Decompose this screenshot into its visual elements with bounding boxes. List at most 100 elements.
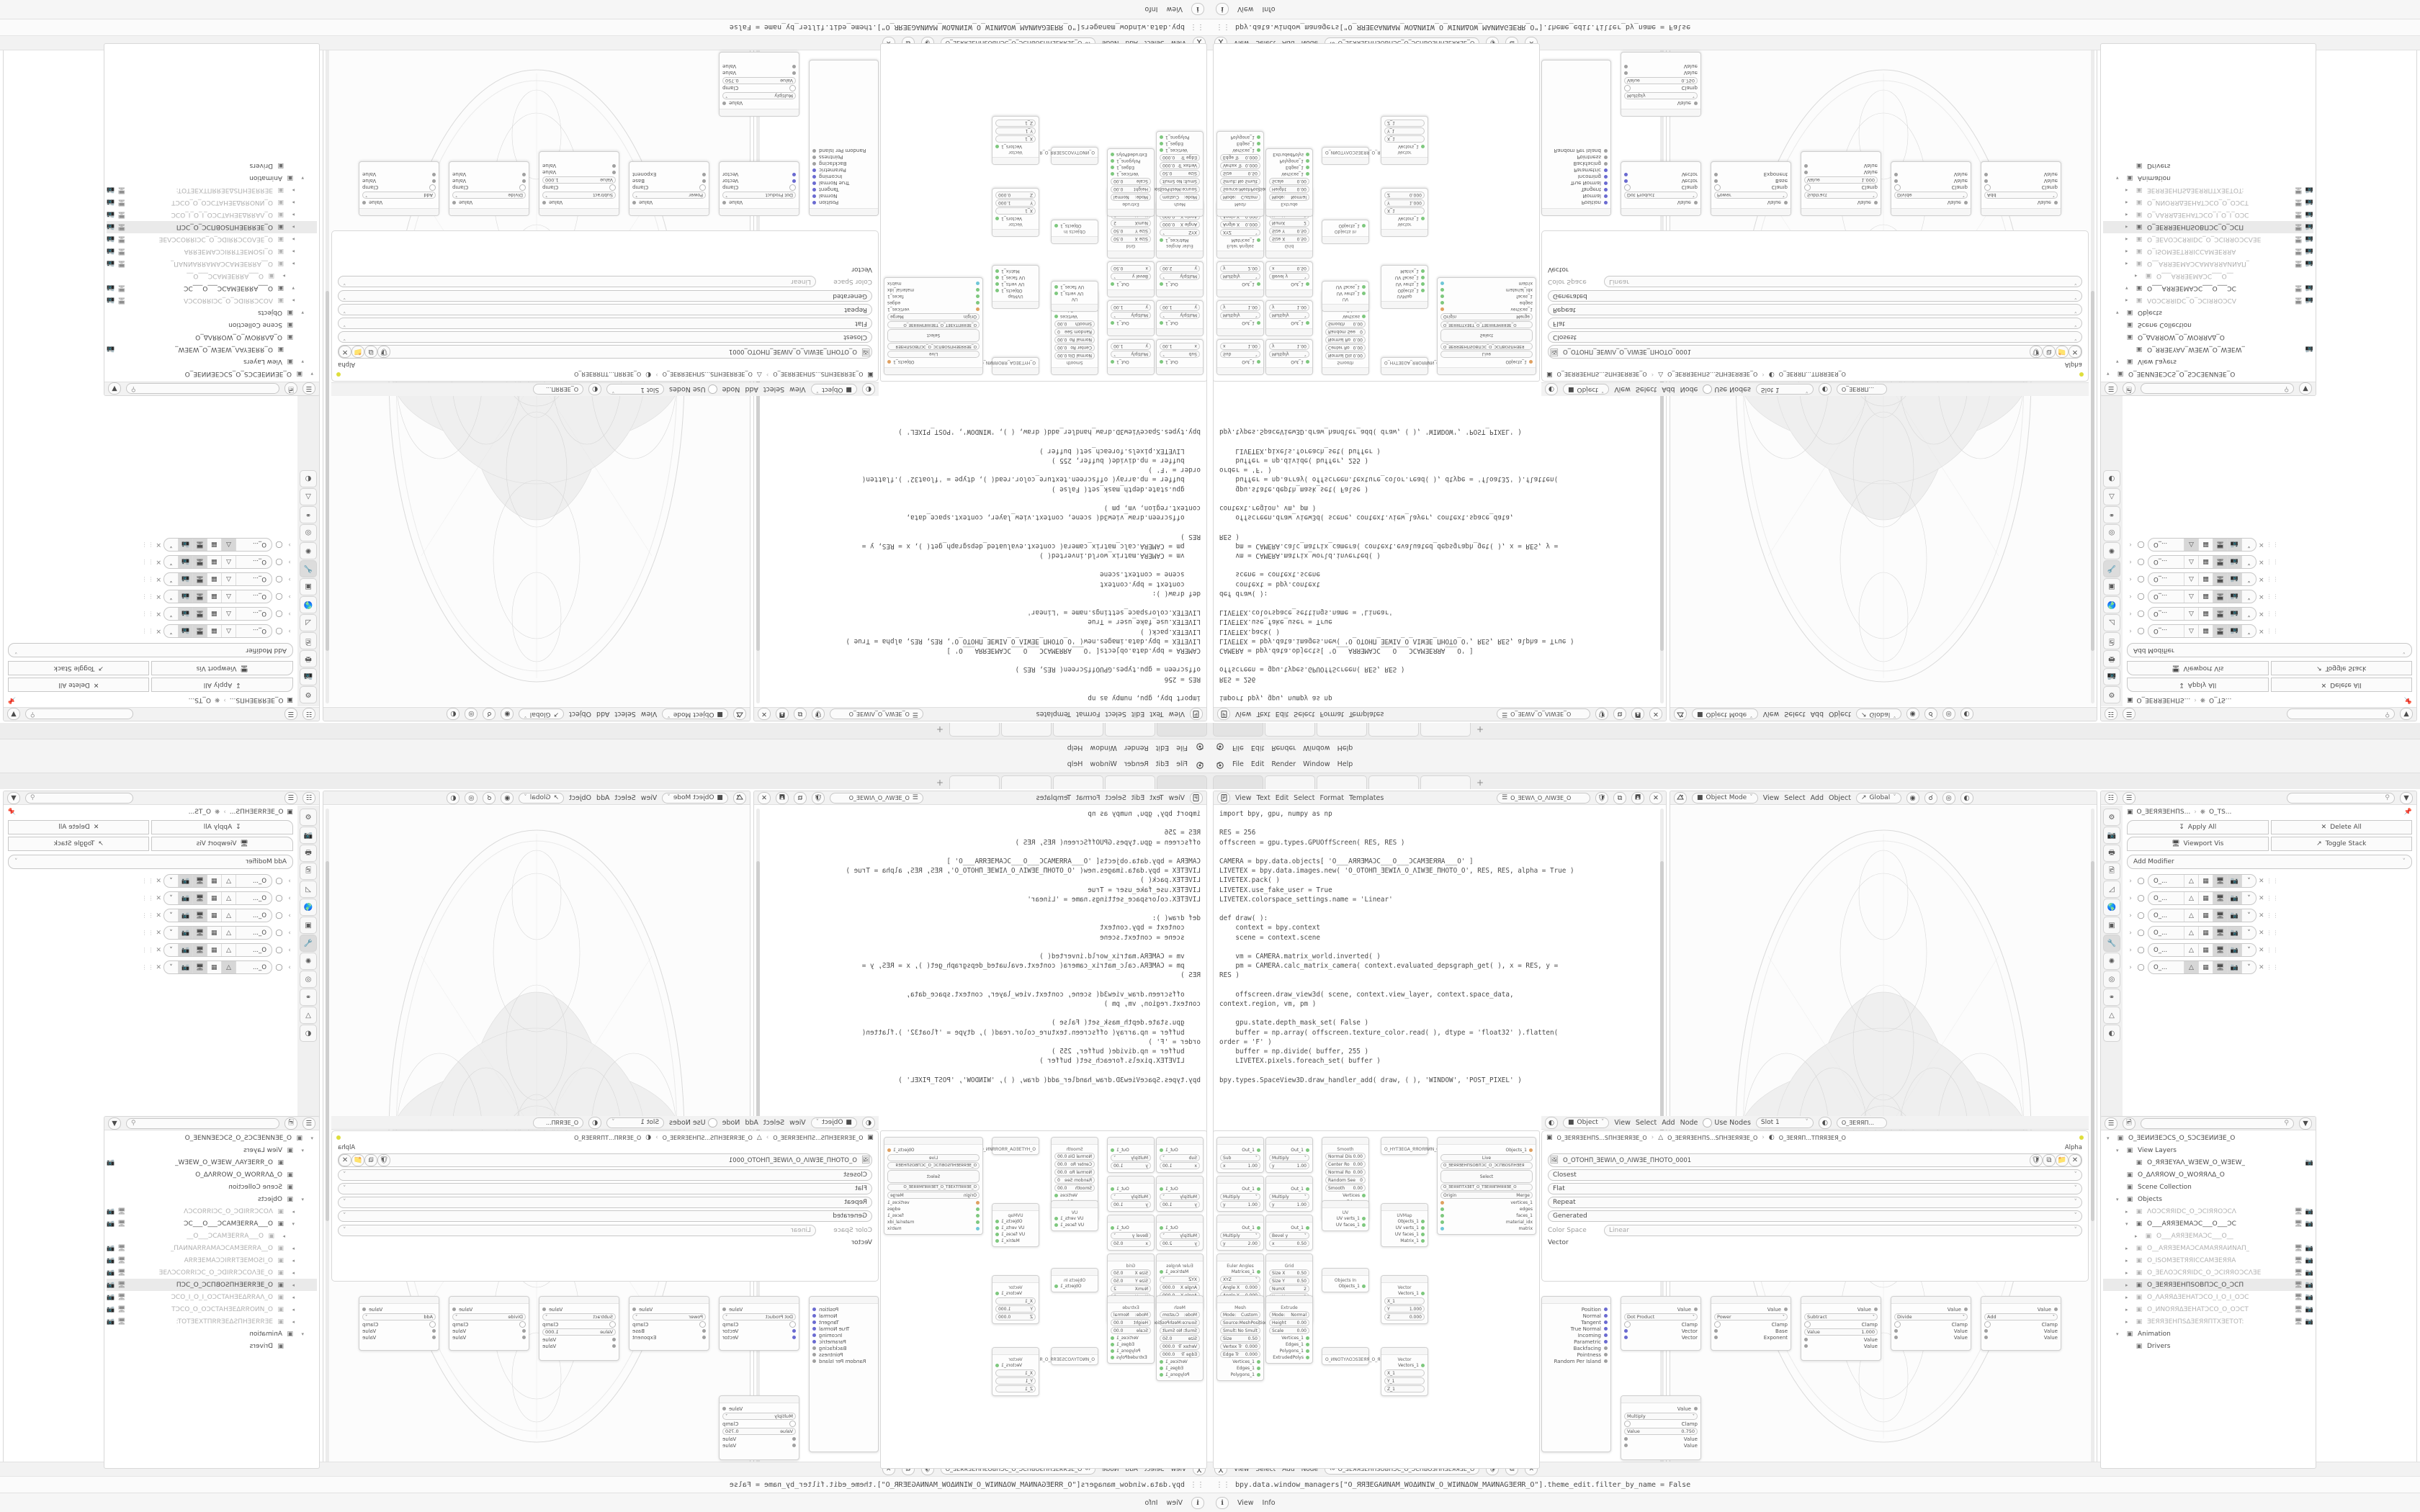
node-row[interactable]: Center Ro 0.00 — [1054, 344, 1095, 351]
geometry-node[interactable]: Objects In Objects_1 — [1322, 1268, 1369, 1292]
clamp-checkbox[interactable]: Clamp — [452, 184, 526, 191]
node-value-field[interactable]: y 1.00 — [1220, 1201, 1260, 1208]
node-row[interactable]: Smult: No Smult — [1220, 178, 1260, 185]
monitor-icon[interactable]: 🖥 — [2294, 1269, 2303, 1277]
shader-menu-select[interactable]: Select — [1635, 385, 1657, 394]
node-row[interactable]: Source: MeshPosition — [1220, 186, 1268, 193]
objects-in-node[interactable]: Objects_1 Live O_ƎEЯЯƎEHПSOBПƆC_O_ƆCПBOSПH… — [1437, 1137, 1536, 1235]
outliner-row[interactable]: ▣ O_ΔΛЯЯOW_O_WOЯЯΛΔ_O — [2103, 1169, 2313, 1181]
material-slot-selector[interactable]: Slot 1 ˅ — [606, 384, 665, 395]
image-name[interactable]: O_OTOHП_ƎEWIΛ_O_ΛIWƎE_ПHOTO_0001 — [1563, 348, 1692, 356]
node-output-row[interactable]: Value — [632, 199, 706, 206]
modifier-capsule[interactable]: O_... △ ▦ 🖥 📷 ˅ — [2148, 538, 2257, 552]
breadcrumb-mesh[interactable]: O_ƎEЯЯƎEHПS...SПHƎEЯЯƎE_O — [1667, 1134, 1758, 1141]
outliner-row-label[interactable]: O_ISOMƎETЯЯICCAMƎEЯЯA — [2147, 1256, 2236, 1264]
node-operation[interactable]: Bevel y ˅ — [1269, 1232, 1309, 1239]
breadcrumb-object[interactable]: O_ƎEЯЯƎEHПS... — [229, 696, 284, 703]
node-output-row[interactable]: Out_1 — [1269, 320, 1309, 326]
geometry-node-graph[interactable]: Out_1 Sub ˅ x 1.00 Out_1 Multiply ˅ y 1.00 Out_1 Mu… — [1213, 1130, 1540, 1469]
node-output-row[interactable]: Out_1 — [1160, 281, 1200, 287]
monitor-icon[interactable]: 🖥 — [2294, 1256, 2303, 1264]
node-row[interactable]: Center Ro 0.00 — [1325, 1161, 1366, 1168]
chevron-right-icon[interactable]: › — [288, 593, 291, 600]
properties-tab-constraints[interactable]: ⚭ — [300, 989, 317, 1006]
outliner-row[interactable]: ▸ ▣ O_ISOMƎETЯЯICCAMƎEЯЯA 🖥 📷 — [107, 246, 317, 258]
outliner-tree[interactable]: ▾ ▣ O_ƎEИИƎEƆCS_O_SƆCƎEИИƎE_O ▾ ▣ View Layers… — [2101, 158, 2316, 382]
toggle-cage[interactable]: ▦ — [2198, 573, 2213, 585]
toggle-realtime[interactable]: 🖥 — [2213, 875, 2227, 887]
properties-tab-constraints[interactable]: ⚭ — [2103, 989, 2120, 1006]
menu-render[interactable]: Render — [1271, 760, 1296, 768]
node-input-row[interactable]: Vector — [722, 171, 796, 178]
node-input-row[interactable]: Value — [1804, 1343, 1878, 1349]
camera-off-icon[interactable]: 📷 — [2305, 1244, 2313, 1252]
viewport-mode-selector[interactable]: ■ Object Mode ˅ — [662, 708, 728, 720]
modifier-extras-menu[interactable]: ˅ — [2241, 927, 2256, 939]
drag-handle[interactable]: ⋮⋮ — [2266, 930, 2280, 936]
outliner-row[interactable]: ▾ ▣ O___AЯЯƎEMAƆC___O___ƆC 🖥 📷 — [2103, 282, 2313, 294]
text-menu-templates[interactable]: Templates — [1348, 710, 1384, 719]
node-row[interactable]: Center Ro 0.00 — [1325, 344, 1366, 351]
filter-funnel-icon[interactable]: ▼ — [108, 1117, 121, 1130]
outliner-row[interactable]: ▸ ▣ O_ƎEΛOƆCЯЯIDC_O_ƆCIЯЯOƆCΛƎE 🖥 📷 — [2103, 1266, 2313, 1279]
outliner-row-label[interactable]: ƎEЯЯƎEHПSΔƎEЯЯПTXƎETOT: — [2147, 1318, 2244, 1326]
object2-field[interactable]: O_ƎEЯЯПTXƎET_O_TƎEЯЯПMЯЯƎE_O — [887, 1184, 980, 1191]
outliner-row-toggles[interactable]: 🖥 📷 — [107, 187, 126, 194]
modifier-bulk-row-1[interactable]: ↧ Apply All ✕ Delete All — [8, 820, 293, 834]
toggle-cage[interactable]: ▦ — [2198, 590, 2213, 603]
outliner-row[interactable]: ▣ O_ΔΛЯЯOW_O_WOЯЯΛΔ_O — [107, 1169, 317, 1181]
viewport-menu-select[interactable]: Select — [614, 793, 636, 802]
breadcrumb-material[interactable]: O_ƎEЯЯП...TПЯЯƎEЯ_O — [1778, 1134, 1846, 1141]
node-row[interactable]: Size 0.50 — [1160, 170, 1200, 177]
shader-editor-header[interactable]: ◐ ■ Object ˅ View Select Add Node Use No… — [1541, 382, 2089, 396]
camera-icon[interactable]: 📷 — [2305, 223, 2313, 231]
select-list[interactable]: Select — [887, 329, 980, 342]
breadcrumb-mesh[interactable]: O_ƎEЯЯƎEHПS...SПHƎEЯЯƎE_O — [662, 371, 753, 378]
monitor-icon[interactable]: 🖥 — [117, 260, 126, 268]
properties-tab-render[interactable]: 📷 — [300, 827, 317, 844]
outliner-row[interactable]: ▣ Drivers — [107, 160, 317, 172]
transform-orientation-selector[interactable]: ↗ Global ˅ — [1855, 792, 1901, 804]
workspace-tab-0[interactable] — [1213, 723, 1263, 737]
menu-edit[interactable]: Edit — [1250, 744, 1265, 752]
node-socket-row[interactable]: Parametric — [812, 167, 875, 174]
select-list[interactable]: Select — [887, 1170, 980, 1183]
node-row[interactable]: NumX 2 — [1111, 220, 1151, 227]
node-operation[interactable]: Multiply ˅ — [1220, 1193, 1260, 1200]
clamp-checkbox[interactable]: Clamp — [1984, 1321, 2058, 1328]
camera-off-icon[interactable]: 📷 — [107, 284, 115, 292]
text-menu-view[interactable]: View — [1235, 710, 1252, 719]
monitor-icon[interactable]: 🖥 — [2294, 199, 2303, 207]
node-row[interactable]: NumX 2 — [1269, 220, 1309, 227]
duplicate-icon[interactable]: ⧉ — [2043, 1154, 2056, 1166]
node-operation[interactable]: XYZ ˅ — [1160, 229, 1200, 236]
math-node[interactable]: Value Multiply ˅ Clamp Value 0.750 Value Value — [719, 52, 799, 117]
node-socket-row[interactable]: Tangent — [812, 1319, 875, 1326]
node-value-field[interactable]: y 1.00 — [1111, 1201, 1151, 1208]
expander-icon[interactable]: ▸ — [2125, 1282, 2128, 1288]
node-input-row[interactable]: faces_1 — [1440, 293, 1533, 300]
outliner-row-toggles[interactable]: 🖥 📷 — [107, 212, 126, 219]
text-menu-view[interactable]: View — [1168, 710, 1185, 719]
outliner-row-toggles[interactable]: 🖥 📷 — [107, 199, 126, 207]
outliner-row[interactable]: ▣ O_ЯЯƎEYAΛ_WƎEW_O_WƎEW_ 📷 — [2103, 343, 2313, 356]
node-row[interactable]: Z_1 — [995, 1385, 1036, 1392]
node-output-row[interactable]: Matrices_1 — [1160, 237, 1200, 243]
node-input-row[interactable]: Base — [1714, 1328, 1788, 1334]
node-socket-row[interactable]: Parametric — [812, 1338, 875, 1345]
node-output-row[interactable]: Out_1 — [1111, 320, 1151, 326]
outliner-row[interactable]: ▸ ▣ O_ISOMƎETЯЯICCAMƎEЯЯA 🖥 📷 — [107, 1254, 317, 1266]
projection-dropdown[interactable]: Flat ˅ — [1548, 1183, 2082, 1194]
toggle-cage[interactable]: ▦ — [207, 590, 222, 603]
properties-header[interactable]: ☷ ☰ ⚲ ▼ — [2101, 791, 2416, 805]
blender-logo-icon[interactable] — [1195, 759, 1206, 770]
modifier-name[interactable]: O_... — [252, 593, 266, 600]
modifier-delete-button[interactable]: ✕ — [156, 946, 161, 954]
text-menu-text[interactable]: Text — [1150, 793, 1164, 802]
workspace-tab-3[interactable] — [1368, 723, 1419, 737]
outliner-row-label[interactable]: ƎEЯЯƎEHПSΔƎEЯЯПTXƎETOT: — [176, 1318, 273, 1326]
geometry-node[interactable]: Objects In Objects_1 — [1051, 220, 1098, 244]
text-datablock-selector[interactable]: ☰ O_ƎEWΛ_O_ΛIWƎE_O — [1497, 792, 1590, 804]
node-row[interactable]: Normal Dis 0.00 — [1054, 352, 1095, 359]
modifier-extras-menu[interactable]: ˅ — [2241, 892, 2256, 904]
